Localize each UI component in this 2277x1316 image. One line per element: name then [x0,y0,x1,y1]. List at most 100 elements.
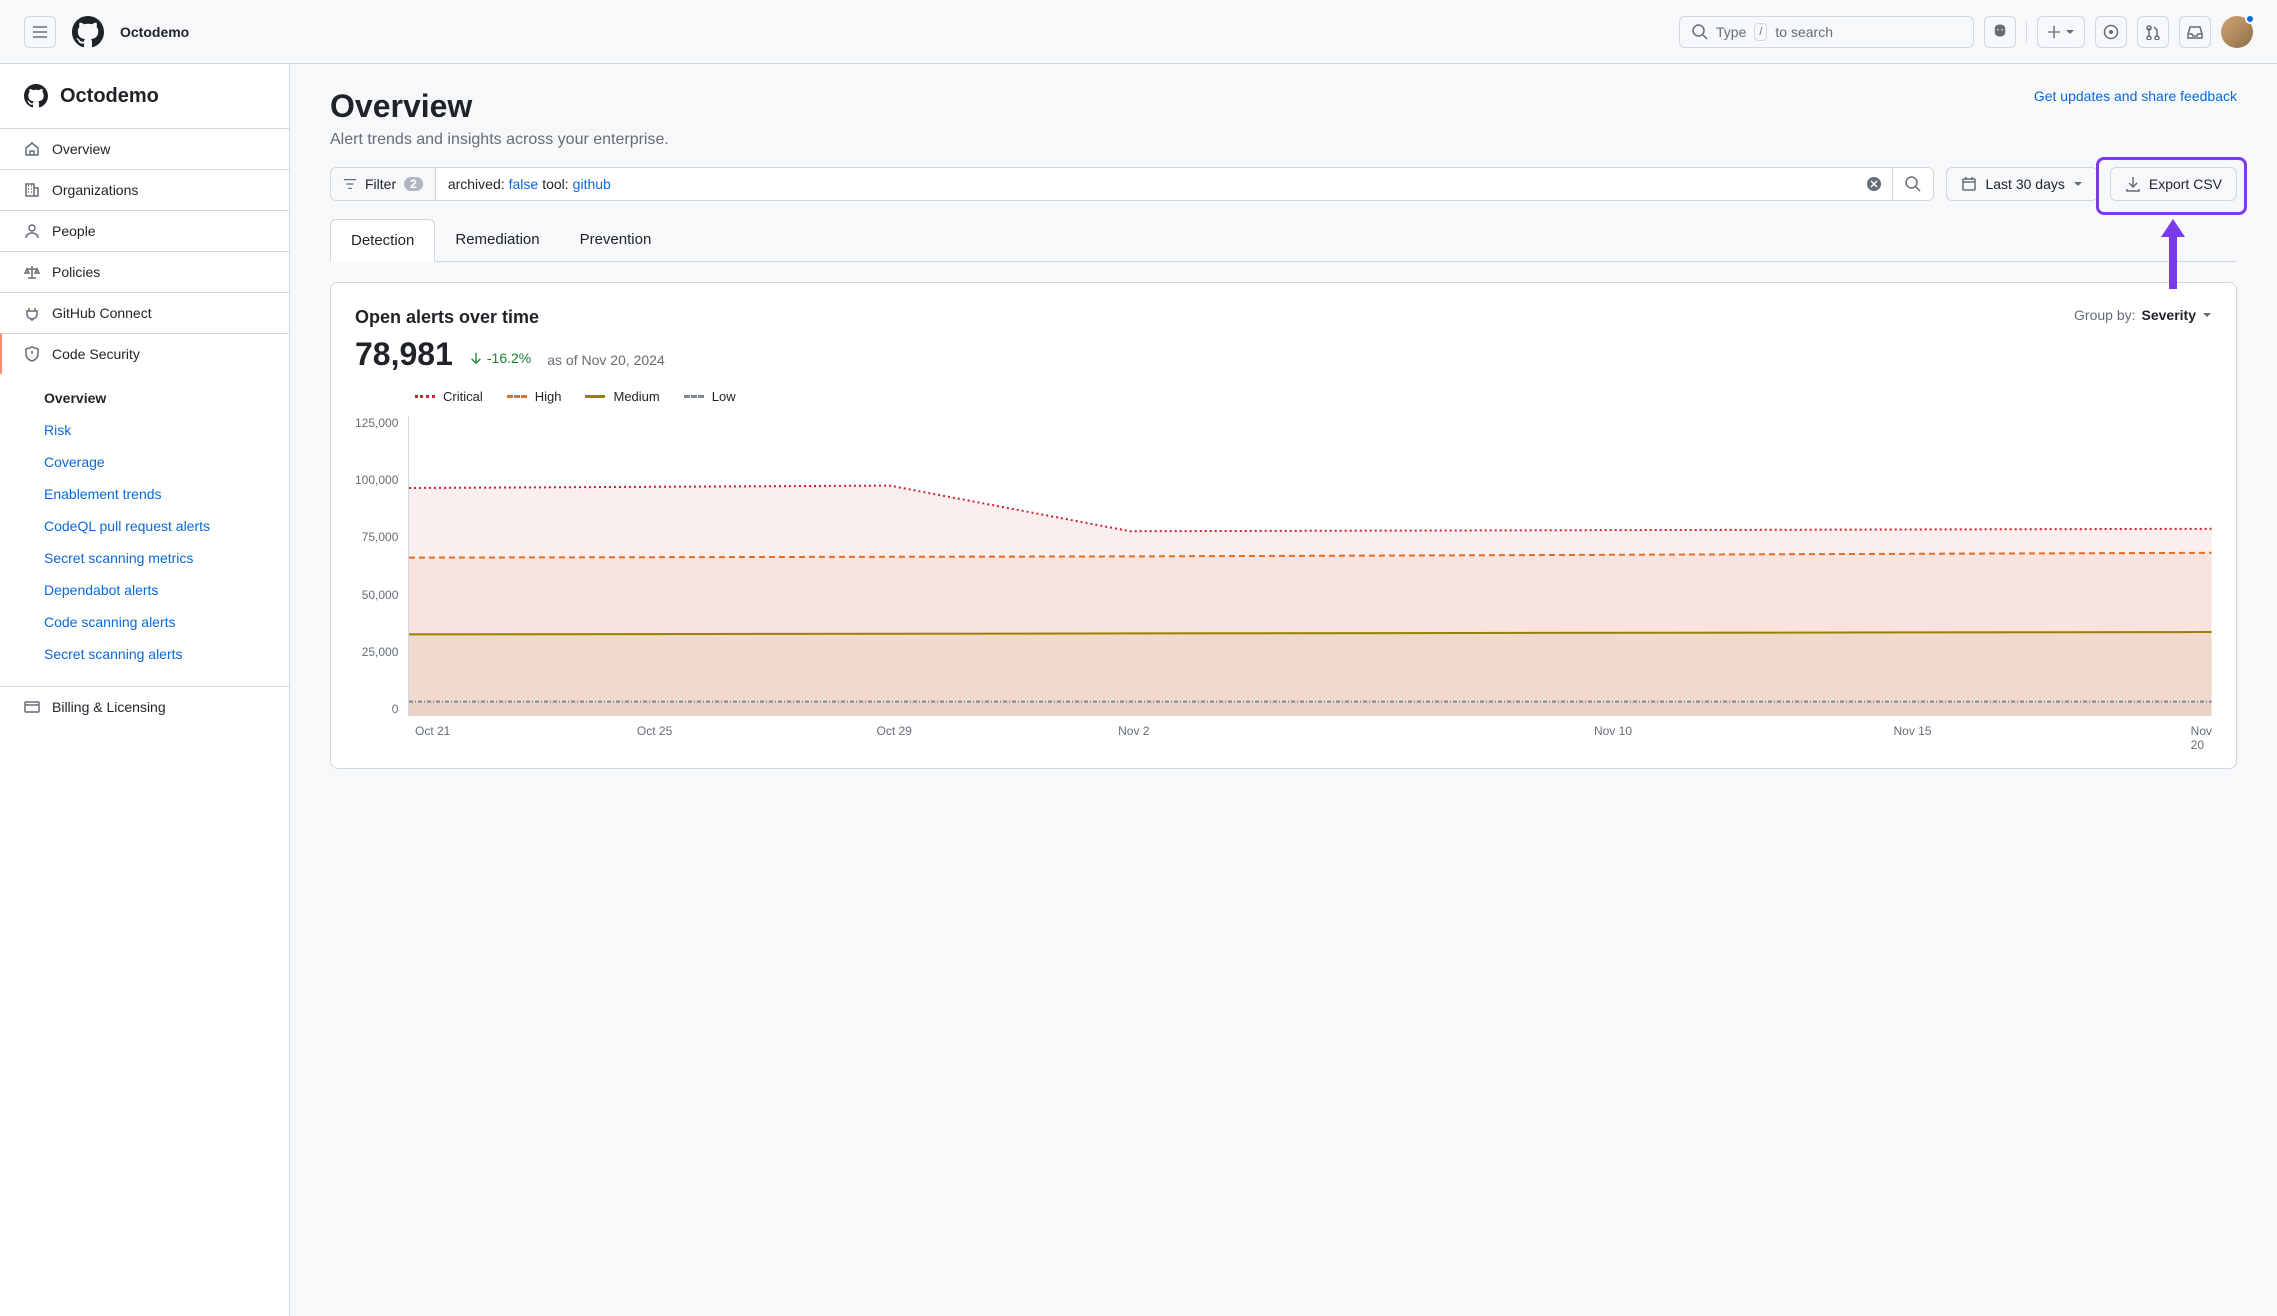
header-right: Type / to search [1679,16,2253,48]
sidebar-item-code-security[interactable]: Code Security [0,333,289,374]
sub-item-risk[interactable]: Risk [44,414,289,446]
legend-item[interactable]: High [507,389,562,404]
org-name: Octodemo [60,85,159,108]
group-by-dropdown[interactable]: Group by: Severity [2074,307,2212,323]
copilot-button[interactable] [1984,16,2016,48]
plug-icon [24,305,40,321]
filter-icon [343,177,357,191]
date-label: Last 30 days [1985,176,2064,192]
sidebar-item-organizations[interactable]: Organizations [0,169,289,210]
issues-button[interactable] [2095,16,2127,48]
feedback-link[interactable]: Get updates and share feedback [2034,88,2237,104]
caret-down-icon [2073,179,2083,189]
chart-svg [409,416,2212,716]
sidebar-item-policies[interactable]: Policies [0,251,289,292]
sub-item-enablement[interactable]: Enablement trends [44,478,289,510]
y-tick: 25,000 [362,645,399,659]
sidebar-item-label: People [52,223,96,239]
card-header: Open alerts over time 78,981 -16.2% as o… [355,307,2212,373]
sidebar-item-people[interactable]: People [0,210,289,251]
search-prefix: Type [1716,24,1746,40]
y-tick: 100,000 [355,473,398,487]
sidebar-item-overview[interactable]: Overview [0,128,289,169]
filter-q-github: github [573,176,611,192]
sidebar-item-label: Code Security [52,346,140,362]
caret-down-icon [2065,27,2075,37]
tab-detection[interactable]: Detection [330,219,435,262]
copilot-icon [1991,23,2009,41]
alerts-card: Open alerts over time 78,981 -16.2% as o… [330,282,2237,769]
sub-item-overview[interactable]: Overview [44,382,289,414]
sidebar-item-label: Billing & Licensing [52,699,166,715]
global-search[interactable]: Type / to search [1679,16,1974,48]
sidebar-item-github-connect[interactable]: GitHub Connect [0,292,289,333]
legend-item[interactable]: Critical [415,389,483,404]
search-suffix: to search [1775,24,1833,40]
search-icon [1692,24,1708,40]
legend-item[interactable]: Medium [585,389,659,404]
legend-item[interactable]: Low [684,389,736,404]
x-circle-icon [1866,176,1882,192]
export-csv-button[interactable]: Export CSV [2110,167,2237,201]
person-icon [24,223,40,239]
filter-input[interactable]: archived:false tool:github [436,168,1857,200]
tab-remediation[interactable]: Remediation [435,219,559,261]
shield-icon [24,346,40,362]
x-tick: Nov 20 [2191,724,2212,752]
law-icon [24,264,40,280]
caret-down-icon [2202,310,2212,320]
sub-item-dependabot[interactable]: Dependabot alerts [44,574,289,606]
search-icon [1905,176,1921,192]
issue-icon [2103,24,2119,40]
toolbar: Filter 2 archived:false tool:github Last… [330,167,2237,201]
stat-value: 78,981 [355,336,453,373]
filter-search-button[interactable] [1892,168,1933,200]
group-by-value: Severity [2142,307,2196,323]
filter-q-tool: tool: [542,176,568,192]
y-labels: 125,000100,00075,00050,00025,0000 [355,416,408,716]
github-logo-icon[interactable] [72,16,104,48]
highlight-arrow-icon [2158,219,2188,289]
sub-item-code-scanning[interactable]: Code scanning alerts [44,606,289,638]
search-kbd: / [1754,23,1767,41]
global-header: Octodemo Type / to search [0,0,2277,64]
org-header[interactable]: Octodemo [0,64,289,128]
legend-swatch [415,395,435,398]
sidebar-item-billing[interactable]: Billing & Licensing [0,686,289,727]
filter-count: 2 [404,177,423,191]
create-button[interactable] [2037,16,2085,48]
plus-icon [2047,25,2061,39]
export-highlight: Export CSV [2110,167,2237,201]
tab-prevention[interactable]: Prevention [560,219,672,261]
header-org-name[interactable]: Octodemo [120,24,189,40]
date-range-button[interactable]: Last 30 days [1946,167,2097,201]
sub-item-secret-metrics[interactable]: Secret scanning metrics [44,542,289,574]
x-tick: Nov 10 [1594,724,1632,738]
legend-swatch [585,395,605,398]
x-tick: Nov 2 [1118,724,1149,738]
group-by-label: Group by: [2074,307,2135,323]
download-icon [2125,176,2141,192]
org-avatar-icon [24,84,48,108]
inbox-button[interactable] [2179,16,2211,48]
hamburger-button[interactable] [24,16,56,48]
sub-nav: Overview Risk Coverage Enablement trends… [0,374,289,686]
page-header: Overview Alert trends and insights acros… [330,88,2237,149]
arrow-down-icon [469,351,483,365]
sub-item-codeql[interactable]: CodeQL pull request alerts [44,510,289,542]
y-tick: 0 [392,702,399,716]
notification-dot [2245,14,2255,24]
chart-legend: Critical High Medium Low [415,389,2212,404]
legend-label: High [535,389,562,404]
legend-label: Medium [613,389,659,404]
x-tick: Nov 15 [1893,724,1931,738]
legend-swatch [684,395,704,398]
sidebar-item-label: GitHub Connect [52,305,152,321]
filter-clear-button[interactable] [1856,168,1892,200]
pull-requests-button[interactable] [2137,16,2169,48]
filter-button[interactable]: Filter 2 [331,168,436,200]
user-avatar[interactable] [2221,16,2253,48]
stat-delta: -16.2% [469,350,531,366]
sub-item-secret-scanning[interactable]: Secret scanning alerts [44,638,289,670]
sub-item-coverage[interactable]: Coverage [44,446,289,478]
